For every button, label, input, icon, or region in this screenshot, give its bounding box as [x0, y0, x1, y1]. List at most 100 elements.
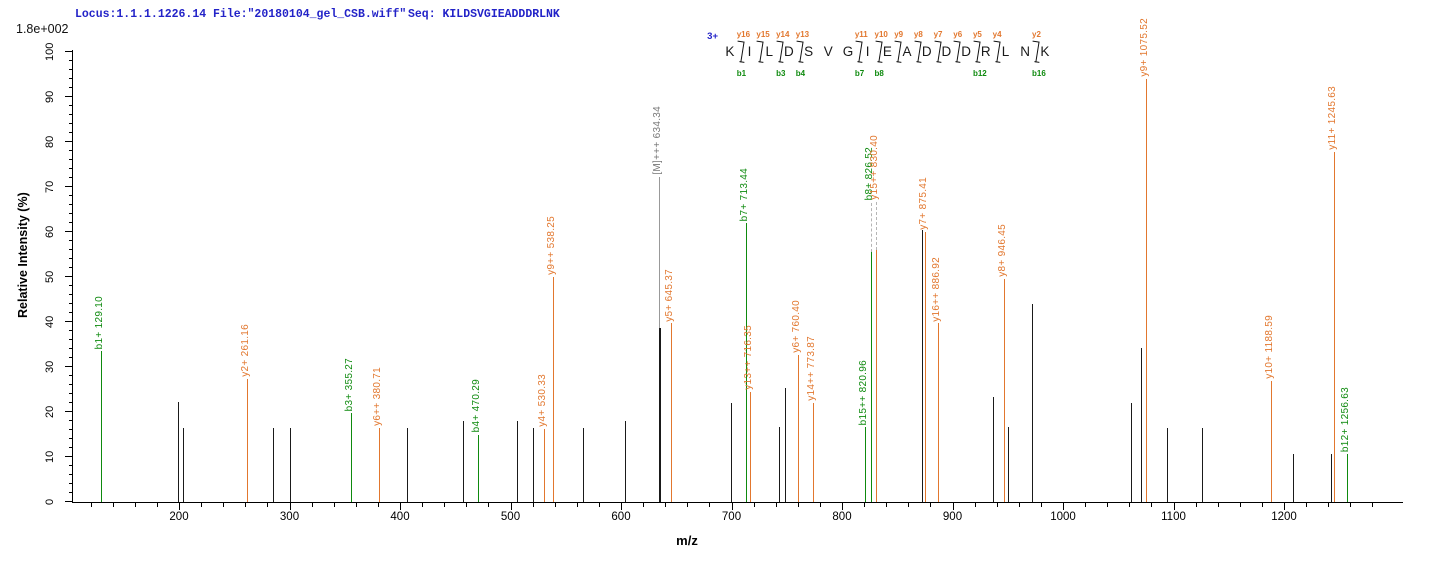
y-minor-tick [68, 168, 72, 169]
residue-letter: V [823, 44, 833, 59]
y-major-tick [65, 411, 72, 412]
x-axis-line [72, 502, 1403, 503]
peak-label: y2+ 261.16 [239, 324, 251, 378]
peak-label: b4+ 470.29 [470, 379, 482, 433]
y-minor-tick [68, 114, 72, 115]
y-major-tick [65, 501, 72, 502]
intensity-scale-label: 1.8e+002 [16, 22, 69, 36]
x-minor-tick [930, 503, 932, 507]
b-ion-label: b4 [795, 69, 806, 78]
x-minor-tick [1372, 503, 1374, 507]
y-tick-label: 30 [44, 360, 56, 374]
y-ion-label: y2 [1032, 30, 1041, 39]
x-tick-label: 200 [169, 511, 189, 523]
peak [177, 401, 179, 502]
peak-label: y14++ 773.87 [806, 336, 818, 401]
y-minor-tick [68, 213, 72, 214]
y-minor-tick [68, 294, 72, 295]
y-tick-label: 40 [44, 315, 56, 329]
peak [1166, 428, 1168, 502]
residue-letter: D [921, 44, 932, 59]
y-ion-label: y10 [874, 30, 888, 39]
residue-cell: K [1035, 28, 1055, 78]
x-minor-tick [598, 503, 600, 507]
y-tick-label: 70 [44, 180, 56, 194]
peak-label: b3+ 355.27 [343, 357, 355, 411]
b-ion-label: b8 [874, 69, 884, 78]
y-minor-tick [68, 60, 72, 61]
x-minor-tick [377, 503, 379, 507]
peak [532, 427, 534, 502]
x-minor-tick [687, 503, 689, 507]
x-major-tick [621, 503, 622, 510]
residue-cell: L [996, 28, 1016, 78]
b-ion-label: b16 [1032, 69, 1046, 78]
residue-letter: K [1040, 44, 1050, 59]
y-ion-label: y4 [992, 30, 1002, 39]
peak [938, 323, 940, 502]
x-minor-tick [1350, 503, 1352, 507]
peak [290, 427, 292, 502]
y-minor-tick [68, 312, 72, 313]
x-major-tick [1173, 503, 1175, 510]
b-ion-label: b1 [736, 69, 747, 78]
peak [813, 403, 815, 502]
y-minor-tick [68, 150, 72, 151]
peak-label: y9+ 1075.52 [1139, 18, 1151, 77]
x-minor-tick [90, 503, 92, 507]
peak-label-leader-line [875, 201, 877, 250]
peak-label: y7+ 875.41 [918, 177, 930, 230]
peak-label: y4+ 530.33 [537, 373, 548, 427]
x-tick-label: 1000 [1050, 511, 1076, 523]
x-minor-tick [245, 503, 247, 507]
x-minor-tick [797, 503, 799, 507]
y-minor-tick [68, 348, 72, 349]
x-minor-tick [665, 503, 667, 507]
y-ion-label: y8 [913, 30, 923, 39]
peak [552, 277, 554, 502]
y-minor-tick [68, 483, 72, 484]
residue-letter: R [980, 44, 991, 59]
x-minor-tick [1306, 503, 1308, 507]
x-tick-label: 600 [611, 511, 631, 523]
peak-label: y6+ 760.40 [791, 300, 803, 353]
y-minor-tick [68, 384, 72, 385]
x-tick-label: 900 [942, 511, 963, 523]
peak-label: y11+ 1245.63 [1327, 86, 1339, 150]
y-minor-tick [68, 204, 72, 205]
x-minor-tick [1151, 503, 1153, 507]
residue-cell: V [818, 28, 838, 78]
x-minor-tick [1040, 503, 1042, 507]
peak [1031, 304, 1033, 502]
peak-label-leader-line [658, 176, 660, 328]
sequence-header-label: Seq: KILDSVGIEADDDRLNK [408, 8, 560, 21]
y-minor-tick [68, 303, 72, 304]
x-minor-tick [1328, 503, 1330, 507]
y-minor-tick [68, 240, 72, 241]
y-ion-label: y5 [972, 30, 982, 39]
residue-letter: D [784, 44, 794, 59]
x-tick-label: 300 [279, 511, 300, 523]
x-minor-tick [643, 503, 645, 507]
x-minor-tick [1018, 503, 1020, 507]
x-minor-tick [1085, 503, 1087, 507]
peak [517, 421, 519, 502]
peak [272, 427, 274, 502]
y-tick-label: 50 [44, 270, 56, 284]
x-major-tick [731, 503, 733, 510]
y-minor-tick [68, 357, 72, 358]
peak [671, 323, 673, 502]
peak [1130, 403, 1132, 502]
y-minor-tick [68, 105, 72, 106]
peak-label-leader-line [871, 202, 873, 253]
x-minor-tick [908, 503, 910, 507]
x-minor-tick [223, 503, 225, 507]
y-major-tick [65, 456, 72, 457]
